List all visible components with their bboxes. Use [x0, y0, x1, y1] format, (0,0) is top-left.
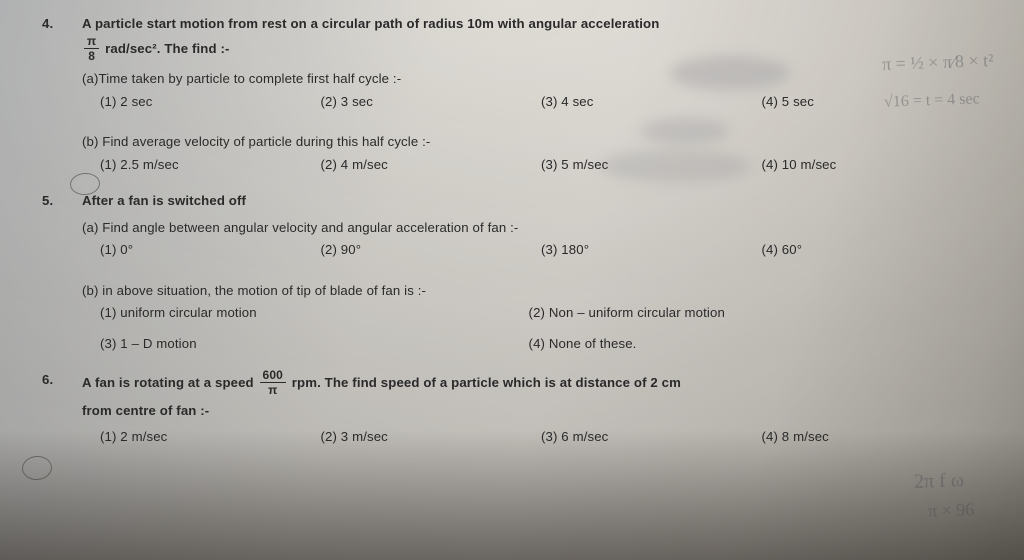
page-content: 4. A particle start motion from rest on …	[0, 0, 1024, 448]
q4b-label: (b) Find average velocity of particle du…	[82, 132, 972, 152]
q5a-opt2: (2) 90°	[321, 240, 532, 260]
q6-stem-pre: A fan is rotating at a speed	[82, 375, 258, 390]
q5b-label: (b) in above situation, the motion of ti…	[82, 281, 972, 301]
q5a-label: (a) Find angle between angular velocity …	[82, 218, 972, 238]
q5b-opt1: (1) uniform circular motion	[100, 303, 519, 323]
q5a-opt4: (4) 60°	[762, 240, 973, 260]
q4a-label: (a)Time taken by particle to complete fi…	[82, 69, 972, 89]
q6-options: (1) 2 m/sec (2) 3 m/sec (3) 6 m/sec (4) …	[100, 427, 972, 447]
q4a-opt2: (2) 3 sec	[321, 92, 532, 112]
q4-frac-den: 8	[84, 49, 99, 62]
q4a-opt3: (3) 4 sec	[541, 92, 752, 112]
q5a-opt1: (1) 0°	[100, 240, 311, 260]
q4-frac-num: π	[84, 35, 99, 49]
q4b-opt1: (1) 2.5 m/sec	[100, 155, 311, 175]
q6-number: 6.	[42, 370, 53, 390]
handwriting-note-2: √16 = t = 4 sec	[884, 90, 980, 111]
q5b-opt3: (3) 1 – D motion	[100, 334, 519, 354]
handwriting-note-4: π × 96	[927, 499, 974, 522]
q6-opt4: (4) 8 m/sec	[762, 427, 973, 447]
q4b-opt3: (3) 5 m/sec	[541, 155, 752, 175]
q5b-opt2: (2) Non – uniform circular motion	[529, 303, 948, 323]
q6-stem-line1: A fan is rotating at a speed 600 π rpm. …	[82, 370, 972, 397]
q6-opt2: (2) 3 m/sec	[321, 427, 532, 447]
q4-fraction: π 8	[84, 35, 99, 62]
q5b-opt4: (4) None of these.	[529, 334, 948, 354]
q6-stem-post: rpm. The find speed of a particle which …	[292, 375, 681, 390]
q4-stem-line2: π 8 rad/sec². The find :-	[82, 36, 972, 63]
q6-fraction: 600 π	[260, 369, 286, 396]
q6-opt1: (1) 2 m/sec	[100, 427, 311, 447]
q5a-opt3: (3) 180°	[541, 240, 752, 260]
question-5: 5. After a fan is switched off (a) Find …	[30, 191, 972, 354]
q4b-opt4: (4) 10 m/sec	[762, 155, 973, 175]
q4-stem-line1: A particle start motion from rest on a c…	[82, 14, 972, 34]
q4-number: 4.	[42, 14, 53, 34]
q5b-options: (1) uniform circular motion (2) Non – un…	[100, 303, 972, 354]
q4-stem-line2-rest: rad/sec². The find :-	[101, 41, 229, 56]
q4b-options: (1) 2.5 m/sec (2) 4 m/sec (3) 5 m/sec (4…	[100, 155, 972, 175]
handwriting-note-3: 2π f ω	[914, 469, 965, 494]
q4a-opt1: (1) 2 sec	[100, 92, 311, 112]
q6-frac-num: 600	[260, 369, 286, 383]
q5-number: 5.	[42, 191, 53, 211]
bottom-vignette	[0, 430, 1024, 560]
q6-stem-line2: from centre of fan :-	[82, 401, 972, 421]
q6-opt3: (3) 6 m/sec	[541, 427, 752, 447]
handwriting-note-1: π = ½ × π⁄8 × t²	[882, 50, 994, 75]
q4b-opt2: (2) 4 m/sec	[321, 155, 532, 175]
question-4: 4. A particle start motion from rest on …	[30, 14, 972, 175]
q4a-options: (1) 2 sec (2) 3 sec (3) 4 sec (4) 5 sec	[100, 92, 972, 112]
q6-frac-den: π	[260, 383, 286, 396]
q5-stem: After a fan is switched off	[82, 191, 972, 211]
question-6: 6. A fan is rotating at a speed 600 π rp…	[30, 370, 972, 448]
q5a-options: (1) 0° (2) 90° (3) 180° (4) 60°	[100, 240, 972, 260]
